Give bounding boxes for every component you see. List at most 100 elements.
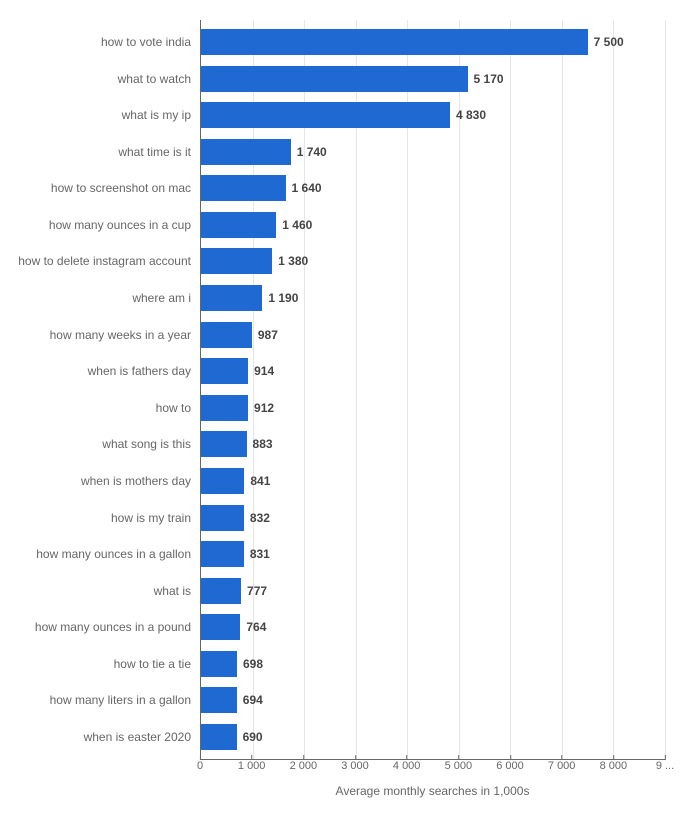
category-label: how is my train [11,511,191,525]
bar-row: when is fathers day914 [201,357,665,385]
bars-container: how to vote india7 500 what to watch5 170… [201,28,665,751]
bar-value-label: 831 [250,547,270,561]
bar: 914 [201,358,248,384]
category-label: how many ounces in a pound [11,620,191,634]
bar: 1 460 [201,212,276,238]
bar-value-label: 698 [243,657,263,671]
bar-row: how many ounces in a cup1 460 [201,211,665,239]
x-tick: 9 ... [656,760,674,772]
x-axis-label: Average monthly searches in 1,000s [200,784,665,798]
bar-row: how is my train832 [201,504,665,532]
category-label: how many ounces in a cup [11,218,191,232]
bar-row: how to delete instagram account1 380 [201,247,665,275]
plot-area: how to vote india7 500 what to watch5 170… [200,20,665,760]
x-axis-ticks: 0 1 000 2 000 3 000 4 000 5 000 6 000 7 000 8 00… [200,760,665,780]
bar-value-label: 4 830 [456,108,486,122]
bar: 1 190 [201,285,262,311]
bar-value-label: 1 190 [268,291,298,305]
bar: 831 [201,541,244,567]
bar: 1 640 [201,175,286,201]
bar-row: when is easter 2020690 [201,723,665,751]
bar-row: what to watch5 170 [201,65,665,93]
bar-row: how many liters in a gallon694 [201,686,665,714]
x-tick-label: 2 000 [290,760,318,772]
bar: 1 740 [201,139,291,165]
x-tick-label: 1 000 [238,760,266,772]
bar: 694 [201,687,237,713]
x-tick-label: 3 000 [341,760,369,772]
bar-value-label: 883 [253,437,273,451]
x-tick: 0 [197,760,203,772]
bar-value-label: 1 740 [297,145,327,159]
bar-value-label: 764 [246,620,266,634]
bar-value-label: 914 [254,364,274,378]
bar: 777 [201,578,241,604]
bar: 841 [201,468,244,494]
x-tick: 2 000 [290,760,318,772]
bar-row: what time is it1 740 [201,138,665,166]
bar-value-label: 690 [243,730,263,744]
bar-row: how many ounces in a pound764 [201,613,665,641]
x-tick: 8 000 [600,760,628,772]
bar-value-label: 1 460 [282,218,312,232]
category-label: when is fathers day [11,364,191,378]
category-label: what to watch [11,72,191,86]
bar-value-label: 777 [247,584,267,598]
x-tick: 7 000 [548,760,576,772]
bar-row: how many weeks in a year987 [201,321,665,349]
bar-chart: how to vote india7 500what to watch5 170… [0,0,685,808]
bar: 7 500 [201,29,588,55]
x-tick-label: 4 000 [393,760,421,772]
bar-value-label: 7 500 [594,35,624,49]
x-tick: 1 000 [238,760,266,772]
bar-value-label: 694 [243,693,263,707]
bar: 912 [201,395,248,421]
bar-row: where am i1 190 [201,284,665,312]
bar: 4 830 [201,102,450,128]
bar-row: when is mothers day841 [201,467,665,495]
category-label: what is my ip [11,108,191,122]
bar-row: what is my ip4 830 [201,101,665,129]
category-label: when is easter 2020 [11,730,191,744]
bar-value-label: 1 380 [278,254,308,268]
bar-row: how to screenshot on mac1 640 [201,174,665,202]
x-tick-label: 8 000 [600,760,628,772]
bar-row: how to vote india7 500 [201,28,665,56]
category-label: where am i [11,291,191,305]
x-tick: 4 000 [393,760,421,772]
x-tick-label: 7 000 [548,760,576,772]
bar-value-label: 1 640 [292,181,322,195]
bar: 698 [201,651,237,677]
category-label: what song is this [11,437,191,451]
category-label: how many liters in a gallon [11,693,191,707]
category-label: what is [11,584,191,598]
bar-row: what is777 [201,577,665,605]
x-tick: 3 000 [341,760,369,772]
category-label: how to delete instagram account [11,254,191,268]
bar-row: how many ounces in a gallon831 [201,540,665,568]
category-label: how many weeks in a year [11,328,191,342]
bar-value-label: 5 170 [474,72,504,86]
bar: 690 [201,724,237,750]
bar: 1 380 [201,248,272,274]
bar-value-label: 912 [254,401,274,415]
category-label: how many ounces in a gallon [11,547,191,561]
x-tick: 6 000 [496,760,524,772]
bar: 764 [201,614,240,640]
bar-row: how to912 [201,394,665,422]
x-tick-label: 9 ... [656,760,674,772]
x-tick: 5 000 [445,760,473,772]
x-tick-label: 5 000 [445,760,473,772]
x-tick-label: 0 [197,760,203,772]
category-label: when is mothers day [11,474,191,488]
bar-row: how to tie a tie698 [201,650,665,678]
bar: 883 [201,431,247,457]
category-label: how to [11,401,191,415]
category-label: how to screenshot on mac [11,181,191,195]
bar: 832 [201,505,244,531]
bar-value-label: 841 [250,474,270,488]
bar: 987 [201,322,252,348]
category-label: how to vote india [11,35,191,49]
bar: 5 170 [201,66,468,92]
gridline [665,20,666,759]
